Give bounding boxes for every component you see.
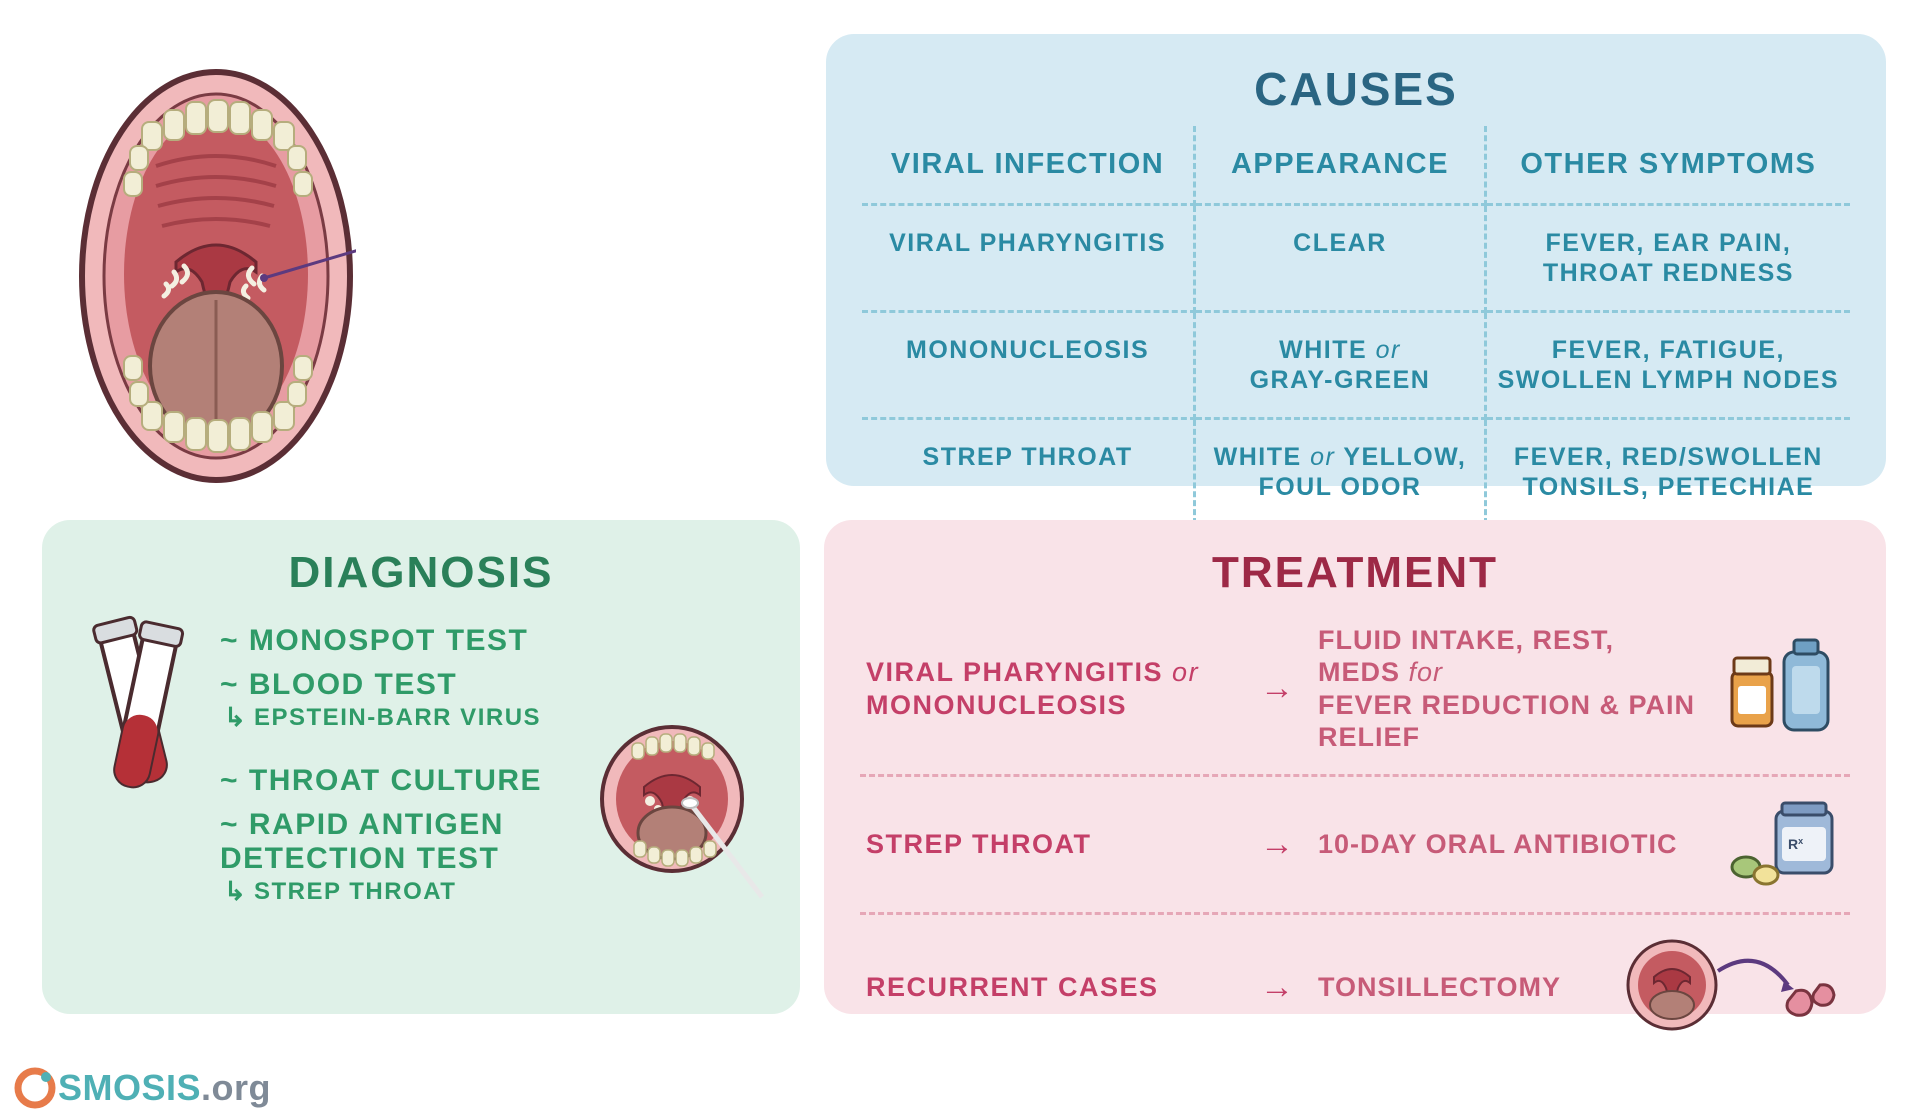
th-symptoms: OTHER SYMPTOMS (1487, 126, 1850, 206)
th-appearance: APPEARANCE (1196, 126, 1487, 206)
treat-action: 10-DAY ORAL ANTIBIOTIC (1318, 828, 1700, 860)
throat-swab-icon (594, 721, 764, 906)
treat-condition: RECURRENT CASES (866, 971, 1236, 1003)
table-cell: STREP THROAT (862, 420, 1196, 524)
treatment-panel: TREATMENT VIRAL PHARYNGITIS or MONONUCLE… (824, 520, 1886, 1014)
treatment-title: TREATMENT (860, 548, 1850, 598)
arrow-right-icon: → (1260, 669, 1294, 708)
mouth-illustration-large (76, 66, 356, 491)
arrow-right-icon: → (1260, 968, 1294, 1007)
table-cell: FEVER, EAR PAIN, THROAT REDNESS (1487, 206, 1850, 313)
meds-and-water-icon (1724, 636, 1844, 741)
test-tubes-icon (78, 614, 198, 809)
table-cell: FEVER, FATIGUE, SWOLLEN LYMPH NODES (1487, 313, 1850, 420)
treat-row: RECURRENT CASES → TONSILLECTOMY (860, 915, 1850, 1060)
causes-title: CAUSES (862, 62, 1850, 116)
logo-icon (14, 1067, 56, 1109)
diag-subitem: STREP THROAT (220, 878, 542, 906)
table-cell: WHITE orGRAY-GREEN (1196, 313, 1487, 420)
treat-row: VIRAL PHARYNGITIS or MONONUCLEOSIS → FLU… (860, 604, 1850, 777)
treat-action: FLUID INTAKE, REST, MEDS for FEVER REDUC… (1318, 624, 1700, 754)
diagnosis-panel: DIAGNOSIS ~ MONOSPOT TEST ~ BLOOD TEST E… (42, 520, 800, 1014)
logo-text: SMOSIS.org (58, 1067, 271, 1109)
treat-condition: VIRAL PHARYNGITIS or MONONUCLEOSIS (866, 656, 1236, 721)
arrow-right-icon: → (1260, 825, 1294, 864)
diag-subitem: EPSTEIN-BARR VIRUS (220, 704, 542, 732)
diag-item: ~ MONOSPOT TEST (220, 624, 542, 658)
treat-condition: STREP THROAT (866, 828, 1236, 860)
table-cell: CLEAR (1196, 206, 1487, 313)
treat-action: TONSILLECTOMY (1318, 971, 1600, 1003)
table-cell: WHITE or YELLOW,FOUL ODOR (1196, 420, 1487, 524)
treat-row: STREP THROAT → 10-DAY ORAL ANTIBIOTIC Rx (860, 777, 1850, 915)
table-cell: FEVER, RED/SWOLLEN TONSILS, PETECHIAE (1487, 420, 1850, 524)
table-cell: MONONUCLEOSIS (862, 313, 1196, 420)
table-cell: VIRAL PHARYNGITIS (862, 206, 1196, 313)
causes-table: VIRAL INFECTION APPEARANCE OTHER SYMPTOM… (862, 126, 1850, 524)
th-viral: VIRAL INFECTION (862, 126, 1196, 206)
diag-item: ~ RAPID ANTIGEN DETECTION TEST (220, 808, 542, 876)
osmosis-logo: SMOSIS.org (14, 1067, 271, 1109)
tonsillectomy-icon (1624, 935, 1844, 1040)
diagnosis-title: DIAGNOSIS (78, 548, 764, 598)
diag-item: ~ THROAT CULTURE (220, 764, 542, 798)
diagnosis-list: ~ MONOSPOT TEST ~ BLOOD TEST EPSTEIN-BAR… (220, 614, 542, 906)
antibiotic-icon: Rx (1724, 797, 1844, 892)
infection-panel: INFECTION of TONSILS or THROAT ↓ EXUDATE… (40, 38, 800, 478)
diag-item: ~ BLOOD TEST (220, 668, 542, 702)
causes-panel: CAUSES VIRAL INFECTION APPEARANCE OTHER … (826, 34, 1886, 486)
